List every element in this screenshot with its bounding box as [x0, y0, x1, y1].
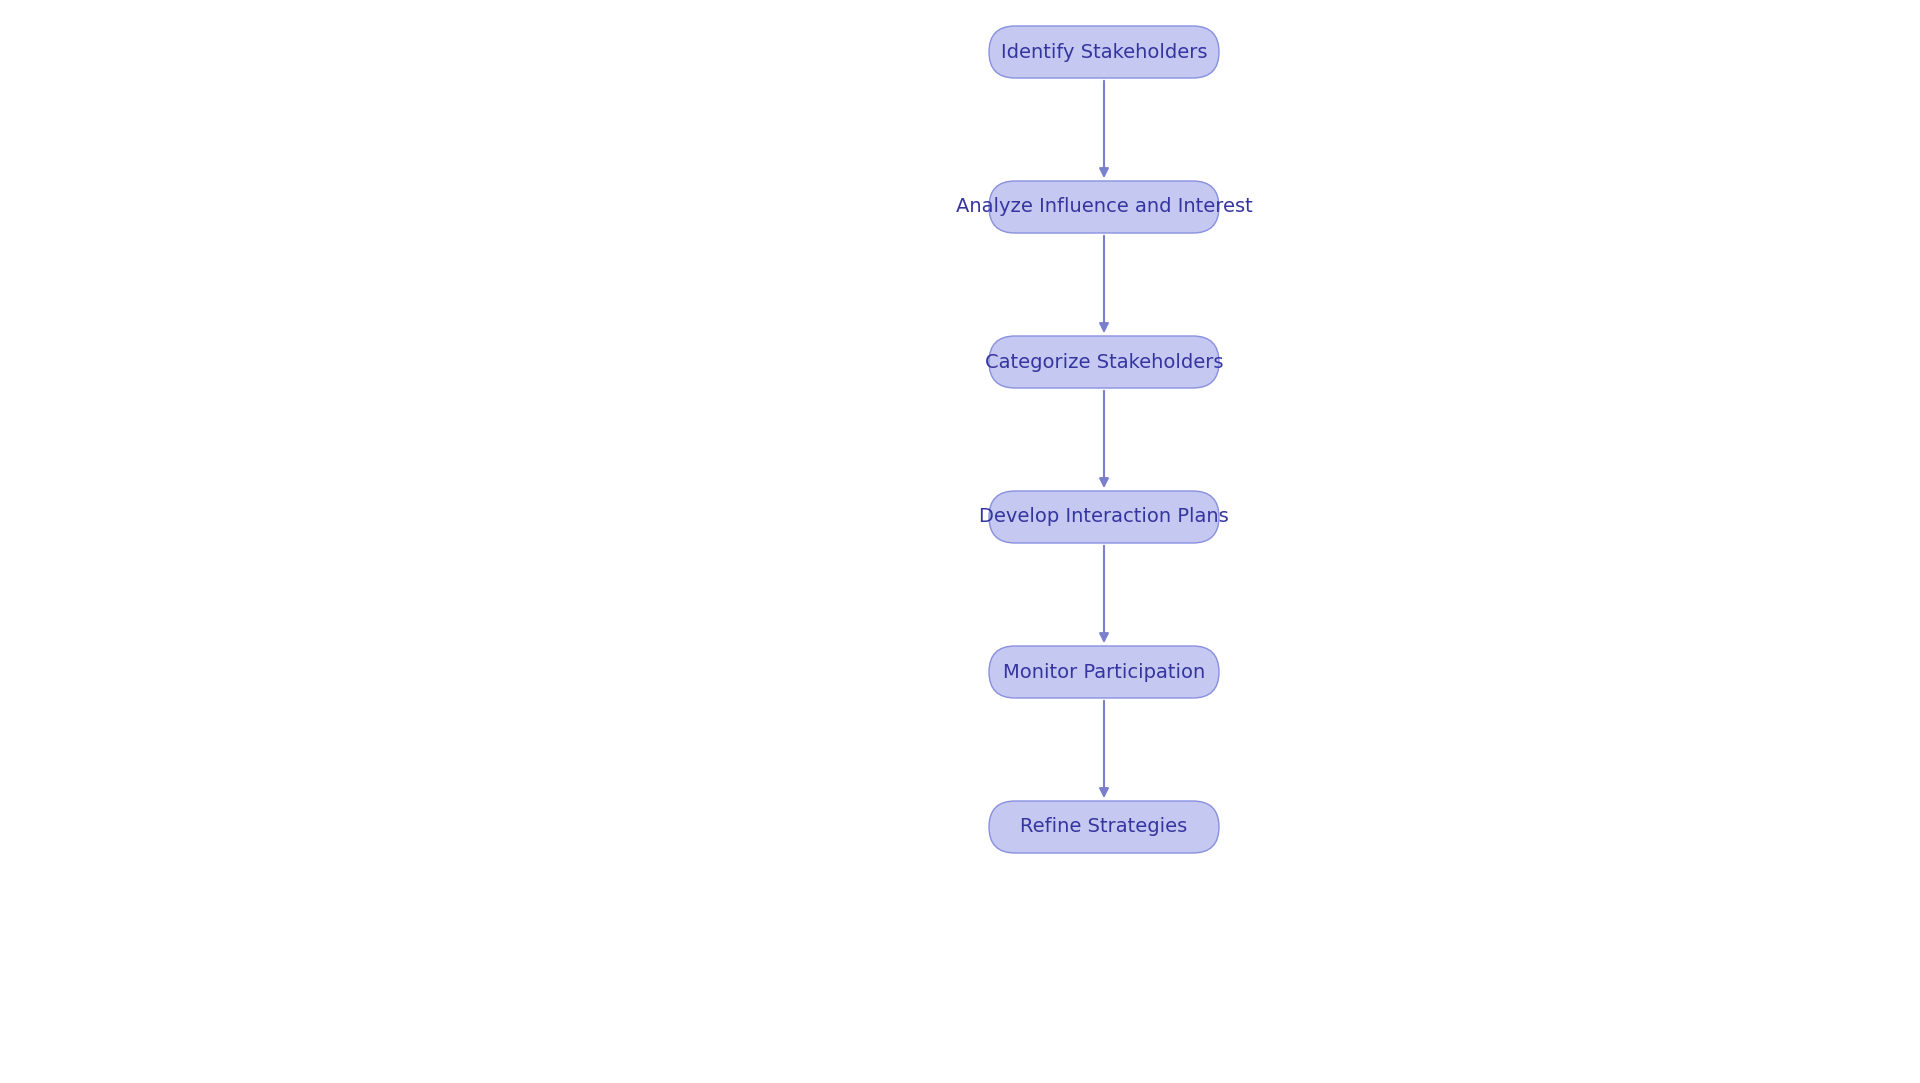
- Text: Categorize Stakeholders: Categorize Stakeholders: [985, 352, 1223, 371]
- FancyBboxPatch shape: [989, 491, 1219, 543]
- Text: Identify Stakeholders: Identify Stakeholders: [1000, 42, 1208, 62]
- Text: Monitor Participation: Monitor Participation: [1002, 663, 1206, 681]
- FancyBboxPatch shape: [989, 26, 1219, 78]
- FancyBboxPatch shape: [989, 181, 1219, 233]
- FancyBboxPatch shape: [989, 801, 1219, 853]
- Text: Refine Strategies: Refine Strategies: [1020, 818, 1188, 836]
- FancyBboxPatch shape: [989, 336, 1219, 388]
- Text: Develop Interaction Plans: Develop Interaction Plans: [979, 508, 1229, 526]
- FancyBboxPatch shape: [989, 645, 1219, 699]
- Text: Analyze Influence and Interest: Analyze Influence and Interest: [956, 197, 1252, 217]
